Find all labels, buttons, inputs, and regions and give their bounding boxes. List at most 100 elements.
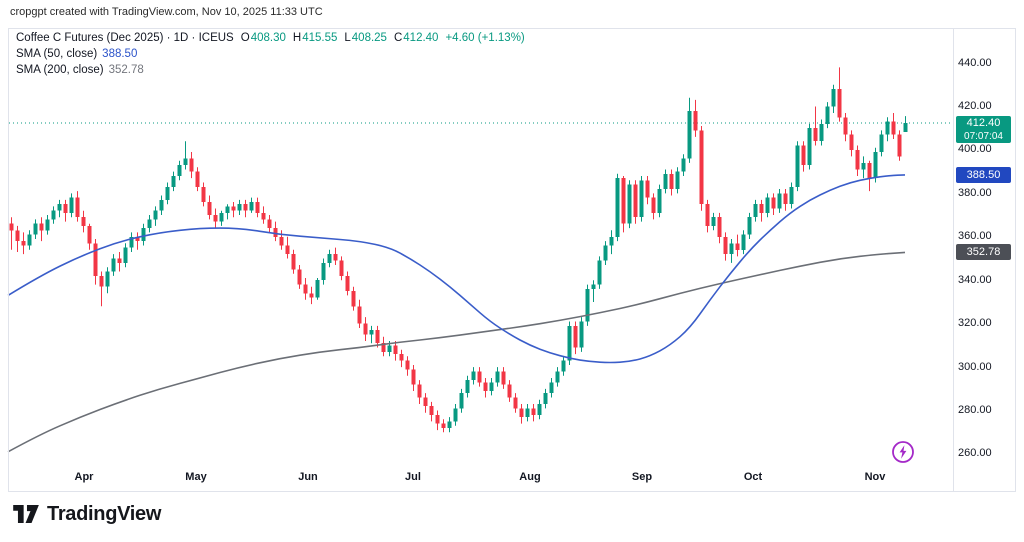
candle [711, 217, 716, 226]
candle [741, 234, 746, 250]
candle [879, 134, 884, 153]
candle [117, 258, 122, 263]
last-price-badge: 412.40 07:07:04 [956, 115, 1011, 143]
candle [645, 180, 650, 198]
candle [765, 197, 770, 213]
candle [429, 406, 434, 415]
candle [477, 371, 482, 383]
price-tick-label: 320.00 [958, 317, 992, 330]
candle [453, 408, 458, 422]
candle [609, 236, 614, 246]
candle [27, 234, 32, 246]
candle [831, 89, 836, 107]
candle [519, 408, 524, 418]
candle [621, 178, 626, 224]
symbol-title-row[interactable]: Coffee C Futures (Dec 2025) · 1D · ICEUS… [16, 30, 525, 46]
candle [447, 421, 452, 428]
month-label-jun: Jun [298, 471, 318, 483]
sma50-line [7, 174, 906, 364]
candle [855, 149, 860, 170]
sma200-line [7, 251, 906, 453]
candle [321, 262, 326, 281]
candle [255, 202, 260, 213]
candle [123, 247, 128, 263]
candle [627, 184, 632, 224]
candle [423, 397, 428, 407]
month-label-oct: Oct [743, 471, 763, 483]
candle [249, 202, 254, 211]
candle [51, 210, 56, 220]
candle [75, 197, 80, 218]
candle [213, 215, 218, 222]
candle [351, 291, 356, 307]
candle [897, 134, 902, 157]
candle [771, 197, 776, 209]
candle [747, 217, 752, 235]
candle [591, 284, 596, 289]
instant-trading-button[interactable] [891, 440, 915, 464]
tradingview-logo[interactable]: TradingView [13, 503, 161, 526]
candle [717, 217, 722, 237]
candle [285, 245, 290, 255]
high-value: 415.55 [302, 32, 338, 44]
tradingview-logo-text: TradingView [47, 503, 162, 525]
candle [57, 204, 62, 211]
candle [873, 152, 878, 179]
candle [489, 382, 494, 392]
candle [441, 423, 446, 428]
candle [9, 223, 14, 231]
candle [633, 184, 638, 218]
candle [165, 186, 170, 200]
candle [381, 343, 386, 352]
candle [789, 186, 794, 205]
month-label-jul: Jul [405, 471, 421, 483]
bar-countdown: 07:07:04 [964, 130, 1003, 142]
candle [603, 245, 608, 261]
candle [759, 204, 764, 213]
candle [267, 219, 272, 229]
candle [417, 384, 422, 398]
month-label-sep: Sep [631, 471, 653, 483]
candle [147, 219, 152, 229]
month-label-apr: Apr [74, 471, 94, 483]
open-value: 408.30 [250, 32, 286, 44]
price-tick-label: 360.00 [958, 230, 992, 243]
candle [795, 145, 800, 187]
candle [309, 293, 314, 298]
tradingview-logo-icon [13, 505, 39, 524]
candle [669, 173, 674, 189]
candle [291, 254, 296, 270]
candle [465, 380, 470, 394]
sma200-legend-row[interactable]: SMA (200, close) 352.78 [16, 62, 525, 78]
candle [345, 275, 350, 292]
candle [567, 325, 572, 361]
candle [459, 393, 464, 409]
candle [21, 241, 26, 246]
candle [393, 345, 398, 355]
candle [375, 330, 380, 344]
candle [735, 243, 740, 250]
candle [675, 171, 680, 189]
month-label-aug: Aug [519, 471, 541, 483]
candle [279, 236, 284, 246]
candle [177, 165, 182, 176]
candle [579, 321, 584, 348]
candle [903, 122, 908, 132]
candle [525, 408, 530, 418]
candle [891, 121, 896, 135]
candle [729, 243, 734, 255]
candle [663, 173, 668, 189]
candle [297, 269, 302, 285]
candle [129, 236, 134, 248]
candle [861, 162, 866, 170]
candle [261, 212, 266, 220]
sma50-legend-row[interactable]: SMA (50, close) 388.50 [16, 46, 525, 62]
candle [681, 158, 686, 172]
candle [687, 110, 692, 159]
close-pair: C412.40 [393, 32, 439, 44]
candle [597, 260, 602, 285]
candle [153, 210, 158, 220]
candle [561, 360, 566, 372]
change-value: +4.60 (+1.13%) [445, 32, 525, 44]
